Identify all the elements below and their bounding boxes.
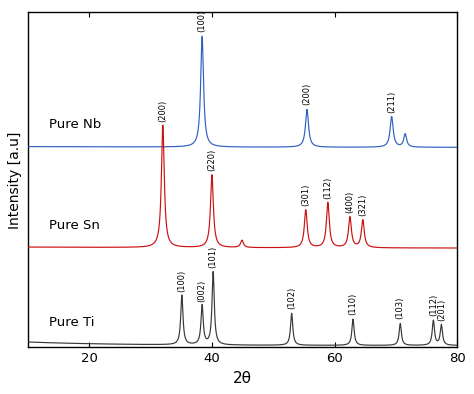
Text: (110): (110) [348, 293, 357, 315]
Text: (200): (200) [158, 99, 167, 122]
Text: Pure Sn: Pure Sn [49, 219, 100, 232]
Text: (102): (102) [287, 287, 296, 309]
Text: (321): (321) [358, 194, 367, 216]
Text: (200): (200) [302, 83, 311, 105]
Text: (400): (400) [346, 191, 355, 213]
Text: (211): (211) [387, 90, 396, 113]
Text: Pure Nb: Pure Nb [49, 119, 101, 132]
Text: (103): (103) [396, 297, 405, 319]
Text: (002): (002) [198, 280, 207, 302]
Y-axis label: Intensity [a.u]: Intensity [a.u] [9, 131, 22, 229]
Text: Pure Ti: Pure Ti [49, 316, 95, 329]
Text: (100): (100) [177, 269, 186, 292]
Text: (112): (112) [429, 294, 438, 316]
Text: (100): (100) [198, 10, 207, 32]
Text: (201): (201) [437, 299, 446, 321]
X-axis label: 2θ: 2θ [233, 371, 252, 386]
Text: (112): (112) [323, 177, 332, 199]
Text: (220): (220) [208, 149, 217, 171]
Text: (101): (101) [209, 246, 218, 268]
Text: (301): (301) [301, 184, 310, 206]
